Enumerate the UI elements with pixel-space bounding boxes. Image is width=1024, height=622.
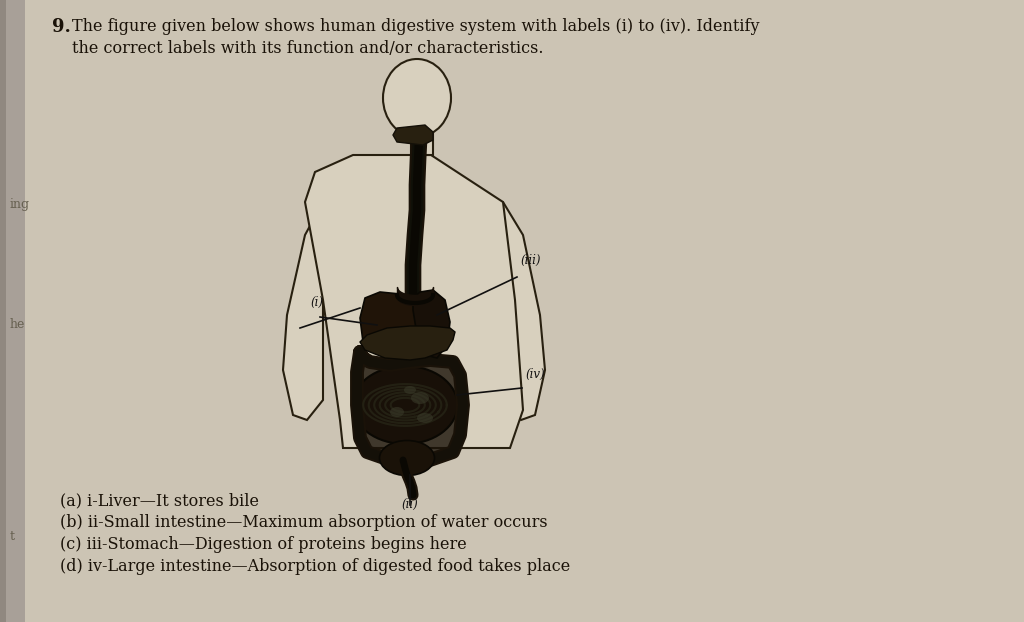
Text: t: t [10, 530, 15, 543]
Text: (i): (i) [310, 296, 323, 309]
Text: The figure given below shows human digestive system with labels (i) to (iv). Ide: The figure given below shows human diges… [72, 18, 760, 35]
Text: (ii): (ii) [401, 498, 419, 511]
Text: he: he [10, 318, 26, 331]
Ellipse shape [352, 366, 458, 444]
Text: (a) i-Liver—It stores bile: (a) i-Liver—It stores bile [60, 492, 259, 509]
Polygon shape [360, 292, 430, 358]
Text: (b) ii-Small intestine—Maximum absorption of water occurs: (b) ii-Small intestine—Maximum absorptio… [60, 514, 548, 531]
Text: the correct labels with its function and/or characteristics.: the correct labels with its function and… [72, 40, 544, 57]
Polygon shape [357, 352, 463, 460]
Text: (iii): (iii) [520, 254, 541, 267]
Text: 9.: 9. [52, 18, 71, 36]
Ellipse shape [411, 392, 429, 404]
Ellipse shape [380, 440, 434, 475]
Polygon shape [305, 155, 523, 448]
Ellipse shape [383, 59, 451, 137]
Polygon shape [360, 326, 455, 360]
Polygon shape [413, 290, 450, 358]
Text: (c) iii-Stomach—Digestion of proteins begins here: (c) iii-Stomach—Digestion of proteins be… [60, 536, 467, 553]
Ellipse shape [390, 407, 404, 417]
Text: (d) iv-Large intestine—Absorption of digested food takes place: (d) iv-Large intestine—Absorption of dig… [60, 558, 570, 575]
Text: ing: ing [10, 198, 30, 211]
Text: (iv): (iv) [525, 368, 545, 381]
Polygon shape [503, 202, 545, 420]
Bar [0, 0, 25, 622]
Bar [0, 0, 6, 622]
Polygon shape [393, 125, 433, 145]
Polygon shape [411, 134, 433, 155]
Ellipse shape [417, 413, 433, 423]
Ellipse shape [404, 386, 416, 394]
Polygon shape [283, 202, 323, 420]
